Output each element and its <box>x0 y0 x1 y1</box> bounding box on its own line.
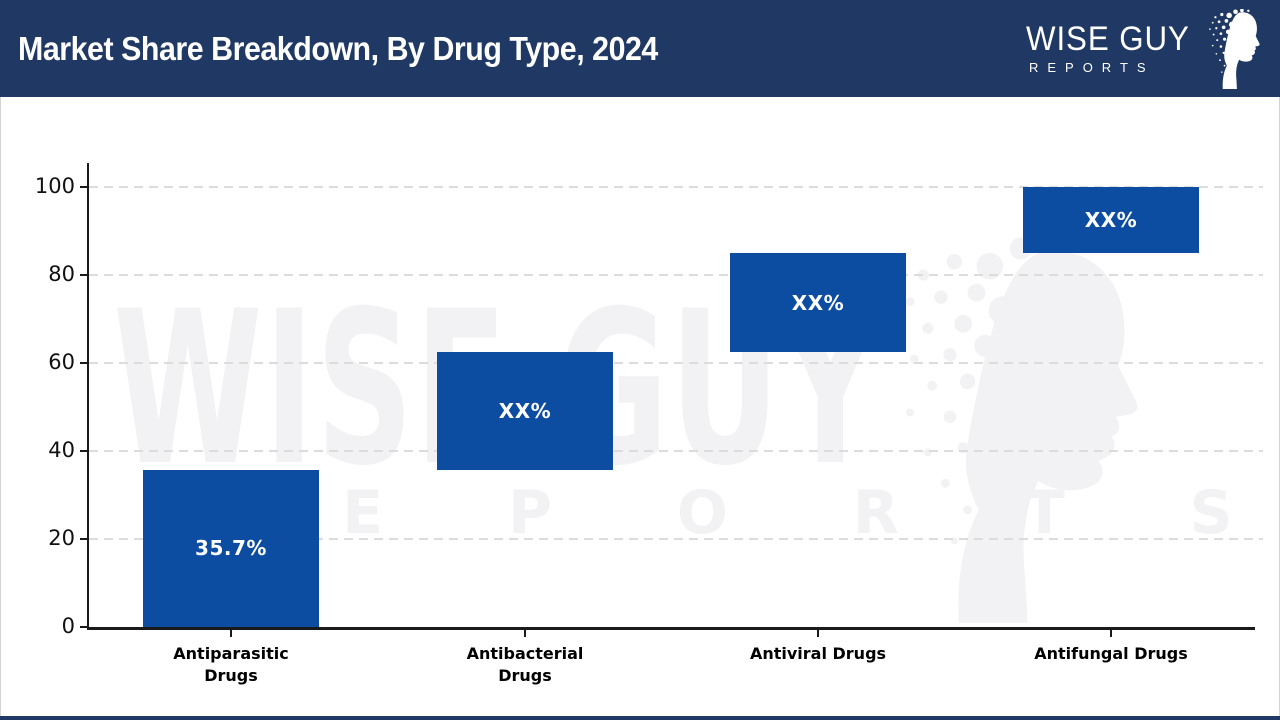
bar: 35.7% <box>143 469 319 627</box>
y-axis-tick <box>80 626 88 628</box>
logo-wordmark-line2: REPORTS <box>1028 60 1155 75</box>
watermark-line2: R E P O R T S <box>171 477 1280 548</box>
y-axis-tick <box>80 186 88 188</box>
y-axis-tick <box>80 274 88 276</box>
bar-value-label: XX% <box>498 398 552 423</box>
y-tick-label: 0 <box>61 614 75 638</box>
x-axis-label: Antibacterial Drugs <box>466 644 584 685</box>
grid-line <box>89 274 1263 276</box>
x-axis-label: Antiviral Drugs <box>749 644 887 663</box>
x-axis-label: Antifungal Drugs <box>1034 644 1188 663</box>
grid-line <box>89 538 1263 540</box>
footer-strip <box>0 716 1280 720</box>
logo-wordmark: WISE GUY REPORTS <box>1026 22 1204 75</box>
brand-logo: WISE GUY REPORTS <box>1026 9 1266 89</box>
x-axis-label: Antiparasitic Drugs <box>173 644 289 685</box>
logo-head-icon <box>1206 9 1266 89</box>
y-axis-tick <box>80 362 88 364</box>
plot-region: 0 20 40 60 80 100 35.7% Antiparasitic Drugs XX% A… <box>1 97 1279 716</box>
y-axis-tick <box>80 450 88 452</box>
y-tick-label: 60 <box>48 350 75 374</box>
bar: XX% <box>1023 187 1199 253</box>
y-axis-tick <box>80 538 88 540</box>
x-axis-tick <box>230 629 232 637</box>
watermark-head-icon <box>879 235 1167 623</box>
y-tick-label: 80 <box>48 262 75 286</box>
bar-value-label: XX% <box>791 290 845 315</box>
bar: XX% <box>730 253 906 352</box>
x-axis-tick <box>817 629 819 637</box>
x-axis-spine <box>87 627 1255 630</box>
chart-area: WISE GUY R E P O R T S 0 20 40 60 80 100 35.7%… <box>0 97 1280 716</box>
y-tick-label: 40 <box>48 438 75 462</box>
grid-line <box>89 186 1263 188</box>
bar-value-label: 35.7% <box>195 536 267 561</box>
y-tick-label: 100 <box>34 174 75 198</box>
page-title: Market Share Breakdown, By Drug Type, 20… <box>18 29 658 67</box>
bar: XX% <box>437 352 613 470</box>
y-tick-label: 20 <box>48 526 75 550</box>
grid-line <box>89 362 1263 364</box>
y-axis-spine <box>87 163 89 629</box>
logo-wordmark-line1: WISE GUY <box>1025 20 1190 58</box>
grid-line <box>89 450 1263 452</box>
header-bar: Market Share Breakdown, By Drug Type, 20… <box>0 0 1280 97</box>
x-axis-tick <box>524 629 526 637</box>
bar-value-label: XX% <box>1084 208 1138 232</box>
x-axis-tick <box>1110 629 1112 637</box>
